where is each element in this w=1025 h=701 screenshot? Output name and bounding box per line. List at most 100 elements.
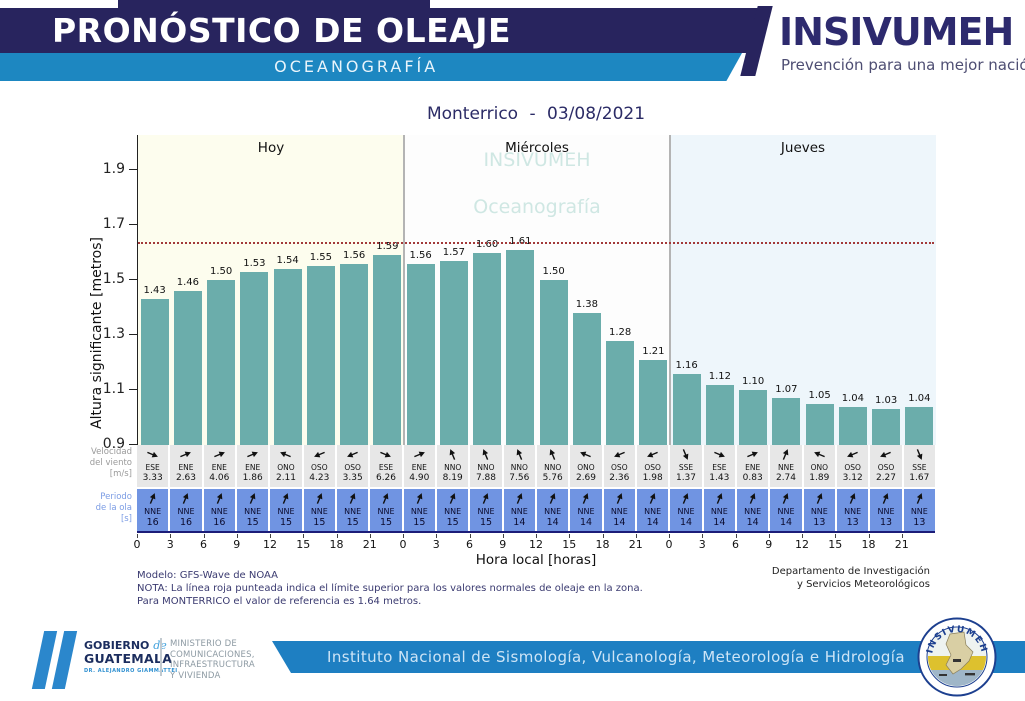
wind-direction: OSO <box>844 463 861 472</box>
bar-value-label: 1.56 <box>342 249 366 261</box>
x-tick-label: 9 <box>499 538 507 551</box>
x-tick-mark <box>702 534 704 538</box>
wind-direction: ENE <box>745 463 761 472</box>
wave-height-bar <box>905 406 934 445</box>
wave-direction: NNE <box>310 507 328 516</box>
y-tick-label: 0.9 <box>102 436 125 452</box>
wind-speed: 1.37 <box>675 473 697 483</box>
institute-band: Instituto Nacional de Sismología, Vulcan… <box>272 641 1025 673</box>
x-tick-label: 3 <box>698 538 706 551</box>
x-tick-mark <box>802 534 803 538</box>
wind-cell: ONO 1.89 <box>803 445 835 487</box>
wind-speed: 1.89 <box>809 473 830 483</box>
wind-cell: OSO 3.12 <box>837 445 869 487</box>
wave-direction-arrow-icon <box>316 493 323 504</box>
y-tick-label: 1.7 <box>102 216 125 232</box>
wind-cell: NNO 7.56 <box>503 445 535 487</box>
wave-period-value: 14 <box>646 517 659 528</box>
wind-direction: ONO <box>277 463 295 472</box>
x-tick-mark <box>403 534 404 538</box>
bar-value-label: 1.56 <box>409 249 432 261</box>
wind-speed: 3.33 <box>142 473 163 483</box>
day-label: Miércoles <box>505 140 569 156</box>
header-subtitle-band: OCEANOGRAFÍA <box>0 53 742 81</box>
notes-block: Modelo: GFS-Wave de NOAA NOTA: La línea … <box>137 569 643 608</box>
wave-direction-arrow-icon <box>449 493 456 504</box>
wind-cell: OSO 1.98 <box>637 445 669 487</box>
page-subtitle: OCEANOGRAFÍA <box>274 57 439 76</box>
wind-speed: 1.98 <box>642 473 663 483</box>
wave-direction-arrow-icon <box>416 493 423 504</box>
brand-name: INSIVUMEH <box>779 10 1014 54</box>
wave-direction: NNE <box>144 507 162 516</box>
wave-period-cell: NNE 15 <box>437 489 469 531</box>
wave-period-cell: NNE 14 <box>670 489 702 531</box>
wind-direction: ONO <box>577 463 595 472</box>
wind-direction: NNO <box>544 463 562 472</box>
wave-direction-arrow-icon <box>849 493 856 504</box>
wind-speed: 3.35 <box>342 473 363 483</box>
wave-direction: NNE <box>477 507 495 516</box>
wind-cell: ESE 3.33 <box>137 445 169 487</box>
wind-arrow-icon <box>880 451 892 458</box>
wave-direction: NNE <box>710 507 728 516</box>
wave-direction: NNE <box>877 507 895 516</box>
wave-height-bar <box>672 373 701 445</box>
wave-period-value: 15 <box>313 517 326 528</box>
wave-direction: NNE <box>810 507 828 516</box>
bar-value-label: 1.04 <box>841 392 865 404</box>
period-row-label: Periodo de la ola [s] <box>95 492 132 524</box>
wind-cell: OSO 3.35 <box>337 445 369 487</box>
wave-direction-arrow-icon <box>749 493 756 504</box>
wave-direction: NNE <box>577 507 595 516</box>
wind-cell: OSO 4.23 <box>303 445 335 487</box>
wave-height-bar <box>838 406 867 445</box>
y-tick-mark <box>129 279 137 280</box>
wave-period-value: 15 <box>279 517 293 528</box>
wind-speed: 5.76 <box>542 473 563 483</box>
wind-arrow-icon <box>247 451 259 458</box>
wave-period-cell: NNE 14 <box>637 489 669 531</box>
wave-period-cell: NNE 15 <box>237 489 269 531</box>
wave-height-bar <box>539 280 568 445</box>
day-label: Jueves <box>780 140 826 156</box>
wave-direction: NNE <box>677 507 695 516</box>
wave-direction-arrow-icon <box>616 493 623 504</box>
wind-speed: 2.74 <box>775 473 797 483</box>
wave-period-cell: NNE 15 <box>370 489 402 531</box>
wind-cell: ENE 4.06 <box>203 445 235 487</box>
wave-period-cell: NNE 16 <box>170 489 202 531</box>
gobierno-logo-icon <box>31 631 78 689</box>
wind-cell: ONO 2.11 <box>270 445 302 487</box>
x-tick-label: 9 <box>765 538 773 551</box>
bar-value-label: 1.28 <box>608 326 632 338</box>
wind-speed: 2.69 <box>575 473 597 483</box>
wave-direction: NNE <box>244 507 262 516</box>
x-axis-title: Hora local [horas] <box>475 552 597 568</box>
wave-period-value: 16 <box>213 517 226 528</box>
x-tick-mark <box>336 534 338 538</box>
wave-height-bar <box>473 252 502 445</box>
wave-height-bar <box>306 266 335 445</box>
wave-direction: NNE <box>510 507 528 516</box>
wave-period-value: 16 <box>179 517 193 528</box>
wave-height-bar <box>240 271 269 445</box>
wind-cell: ONO 2.69 <box>570 445 602 487</box>
wave-period-cell: NNE 15 <box>470 489 502 531</box>
wind-cell: ENE 1.86 <box>237 445 269 487</box>
x-tick-label: 9 <box>233 538 241 551</box>
x-tick-mark <box>236 534 238 538</box>
wind-cell: NNO 5.76 <box>537 445 569 487</box>
y-tick-mark <box>129 444 137 445</box>
wind-direction: OSO <box>611 463 628 472</box>
wind-arrow-icon <box>713 451 725 458</box>
wind-arrow-icon <box>783 449 789 460</box>
wave-direction: NNE <box>844 507 862 516</box>
wave-direction-arrow-icon <box>816 493 823 504</box>
wave-period-value: 13 <box>913 517 926 528</box>
wave-period-value: 14 <box>679 517 693 528</box>
wind-direction: ONO <box>810 463 829 472</box>
bar-value-label: 1.10 <box>741 376 765 387</box>
wind-speed: 2.11 <box>275 473 297 483</box>
x-tick-label: 15 <box>828 538 843 551</box>
